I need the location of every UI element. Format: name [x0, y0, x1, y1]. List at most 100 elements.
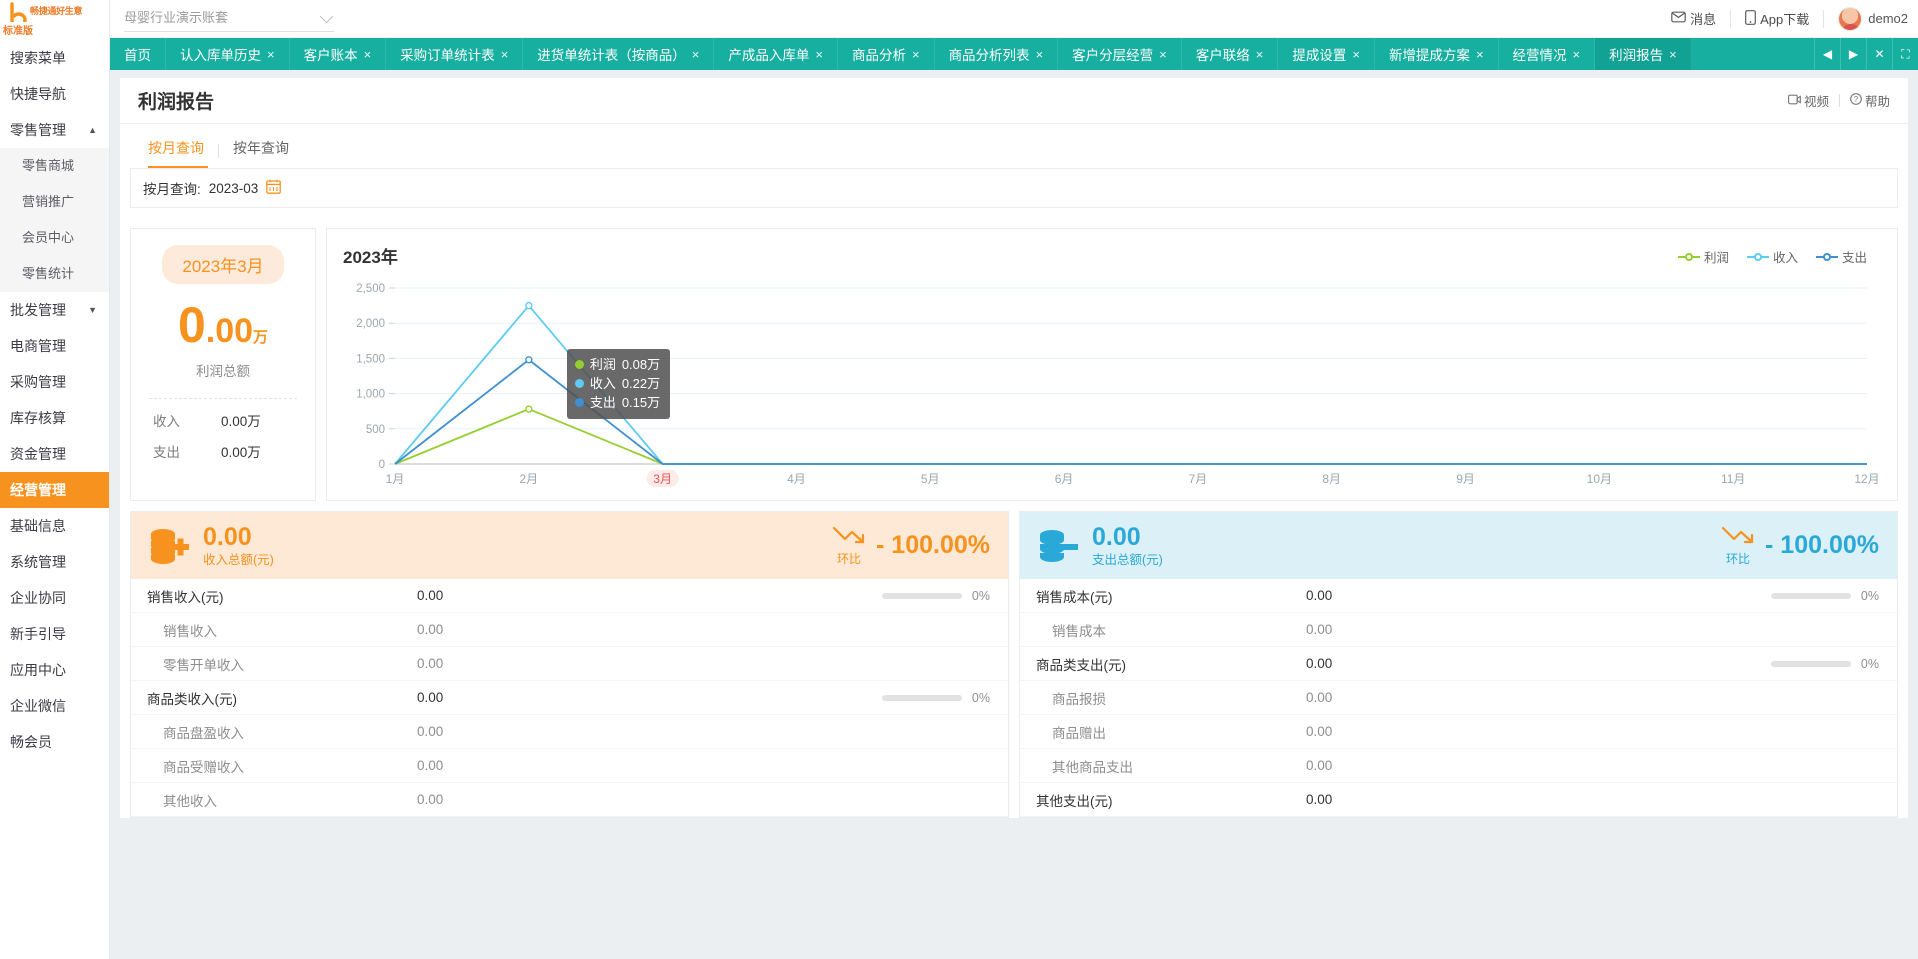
tab-经营情况[interactable]: 经营情况 × [1499, 38, 1596, 70]
tab-close-icon[interactable]: × [1572, 46, 1581, 62]
sidebar-subitem-member-center[interactable]: 会员中心 [22, 230, 75, 245]
sidebar-item-purchase[interactable]: 采购管理 [0, 364, 109, 400]
tab-close-icon[interactable]: × [815, 46, 823, 62]
legend-item-支出[interactable]: 支出 [1815, 247, 1867, 266]
series-point-收入[interactable] [525, 301, 533, 310]
tab-客户分层经营[interactable]: 客户分层经营 × [1058, 38, 1182, 70]
brand-logo-area[interactable]: 畅捷通好生意 标准版 [0, 0, 109, 38]
tab-label: 采购订单统计表 [400, 48, 495, 63]
legend-item-收入[interactable]: 收入 [1746, 247, 1798, 266]
x-axis-tick-label: 5月 [921, 472, 940, 486]
chart-title: 2023年 [343, 248, 398, 267]
sidebar-item-collaboration[interactable]: 企业协同 [0, 580, 109, 616]
tab-label: 客户分层经营 [1072, 48, 1154, 63]
sidebar-item-label: 搜索菜单 [10, 50, 66, 66]
tab-close-icon[interactable]: × [1352, 46, 1360, 62]
month-filter-value[interactable]: 2023-03 [208, 180, 259, 196]
table-row: 商品受赠收入 0.00 [131, 749, 1008, 784]
row-value: 0.00 [1306, 622, 1333, 638]
sidebar-item-operations[interactable]: 经营管理 [0, 472, 109, 508]
calendar-icon[interactable] [266, 179, 282, 198]
tab-close-all-icon[interactable]: ✕ [1866, 38, 1892, 70]
row-label: 商品类支出(元) [1036, 657, 1126, 673]
sidebar-item-retail[interactable]: 零售管理 ▲ [0, 112, 109, 148]
tab-close-icon[interactable]: × [267, 46, 275, 62]
tab-进货单统计表（按商品）[interactable]: 进货单统计表（按商品） × [523, 38, 715, 70]
tab-close-icon[interactable]: × [1669, 46, 1677, 62]
summary-divider [149, 398, 297, 399]
tab-新增提成方案[interactable]: 新增提成方案 × [1375, 38, 1499, 70]
row-progress-track [1770, 660, 1851, 667]
tab-close-icon[interactable]: × [363, 46, 372, 62]
help-button[interactable]: ? 帮助 [1850, 91, 1890, 110]
legend-marker-icon [1677, 252, 1700, 262]
tab-close-icon[interactable]: × [1475, 46, 1484, 62]
tab-客户账本[interactable]: 客户账本 × [290, 38, 387, 70]
sidebar-item-label: 畅会员 [10, 734, 52, 750]
tab-close-icon[interactable]: × [1035, 46, 1044, 62]
trend-down-icon [1721, 525, 1755, 548]
tab-认入库单历史[interactable]: 认入库单历史 × [166, 38, 290, 70]
tab-产成品入库单[interactable]: 产成品入库单 × [714, 38, 838, 70]
expense-trend: 环比 - 100.00% [1721, 525, 1879, 567]
sidebar-item-basic-info[interactable]: 基础信息 [0, 508, 109, 544]
row-progress-percent: 0% [971, 690, 990, 705]
user-menu[interactable]: demo2 [1838, 6, 1908, 31]
tab-采购订单统计表[interactable]: 采购订单统计表 × [386, 38, 524, 70]
chart-plot-area[interactable]: 0 500 1,000 1,500 2,000 2,500 1月 2月 3月 4月 5月 6月 7月 8月… [343, 272, 1881, 494]
tab-提成设置[interactable]: 提成设置 × [1278, 38, 1375, 70]
sidebar-item-wholesale[interactable]: 批发管理 ▼ [0, 292, 109, 328]
series-point-利润[interactable] [525, 405, 533, 413]
page-panel: 利润报告 视频 ? 帮助 [120, 78, 1908, 819]
sidebar-item-quick-nav[interactable]: 快捷导航 [0, 76, 109, 112]
tab-close-icon[interactable]: × [1255, 46, 1264, 62]
series-point-支出[interactable] [525, 356, 533, 364]
tab-close-icon[interactable]: × [1159, 46, 1167, 62]
sidebar-item-ecommerce[interactable]: 电商管理 [0, 328, 109, 364]
tab-close-icon[interactable]: × [500, 46, 509, 62]
profit-total-int: 0 [177, 297, 206, 353]
message-button[interactable]: 消息 [1671, 9, 1716, 28]
tab-客户联络[interactable]: 客户联络 × [1182, 38, 1279, 70]
mobile-icon [1745, 9, 1757, 28]
sidebar-item-wecom[interactable]: 企业微信 [0, 688, 109, 724]
subtab-yearly[interactable]: 按年查询 [233, 140, 289, 156]
sidebar-subitem-retail-mall[interactable]: 零售商城 [22, 158, 75, 173]
account-set-select[interactable]: 母婴行业演示账套 [124, 6, 334, 32]
sidebar-item-chang-member[interactable]: 畅会员 [0, 724, 109, 760]
video-button[interactable]: 视频 [1788, 91, 1829, 110]
sidebar-subitem-retail-stats[interactable]: 零售统计 [22, 266, 75, 281]
sidebar-subitem-marketing[interactable]: 营销推广 [22, 194, 75, 209]
sidebar-item-app-center[interactable]: 应用中心 [0, 652, 109, 688]
sidebar-item-funds[interactable]: 资金管理 [0, 436, 109, 472]
x-axis-tick-label: 8月 [1322, 472, 1341, 486]
coins-plus-icon [147, 528, 191, 564]
tab-商品分析[interactable]: 商品分析 × [838, 38, 935, 70]
sidebar-subgroup: 零售商城营销推广会员中心零售统计 [0, 148, 109, 292]
tab-首页[interactable]: 首页 [110, 38, 166, 70]
legend-item-利润[interactable]: 利润 [1677, 247, 1729, 266]
tab-利润报告[interactable]: 利润报告 × [1595, 38, 1692, 70]
sidebar-item-inventory[interactable]: 库存核算 [0, 400, 109, 436]
row-value: 0.00 [417, 690, 444, 706]
row-value: 0.00 [417, 588, 444, 604]
sidebar-item-search-menu[interactable]: 搜索菜单 [0, 40, 109, 76]
row-value: 0.00 [417, 622, 444, 638]
sidebar-item-system[interactable]: 系统管理 [0, 544, 109, 580]
row-value: 0.00 [1306, 656, 1333, 672]
tab-close-icon[interactable]: × [691, 46, 700, 62]
tab-scroll-left-icon[interactable]: ◀ [1814, 38, 1840, 70]
sub-tab-bar: 按月查询 按年查询 [120, 124, 1908, 168]
row-progress-percent: 0% [1860, 588, 1879, 603]
tab-商品分析列表[interactable]: 商品分析列表 × [935, 38, 1059, 70]
tab-fullscreen-icon[interactable]: ⛶ [1892, 38, 1918, 70]
tab-scroll-right-icon[interactable]: ▶ [1840, 38, 1866, 70]
sidebar-item-guide[interactable]: 新手引导 [0, 616, 109, 652]
subtab-monthly[interactable]: 按月查询 [138, 134, 218, 168]
sidebar-item-label: 基础信息 [10, 518, 66, 534]
row-label: 销售成本 [1052, 623, 1106, 639]
sidebar-item-label: 电商管理 [10, 338, 66, 354]
app-download-button[interactable]: App下载 [1745, 9, 1809, 28]
tab-close-icon[interactable]: × [911, 46, 920, 62]
row-progress: 0% [881, 690, 990, 705]
